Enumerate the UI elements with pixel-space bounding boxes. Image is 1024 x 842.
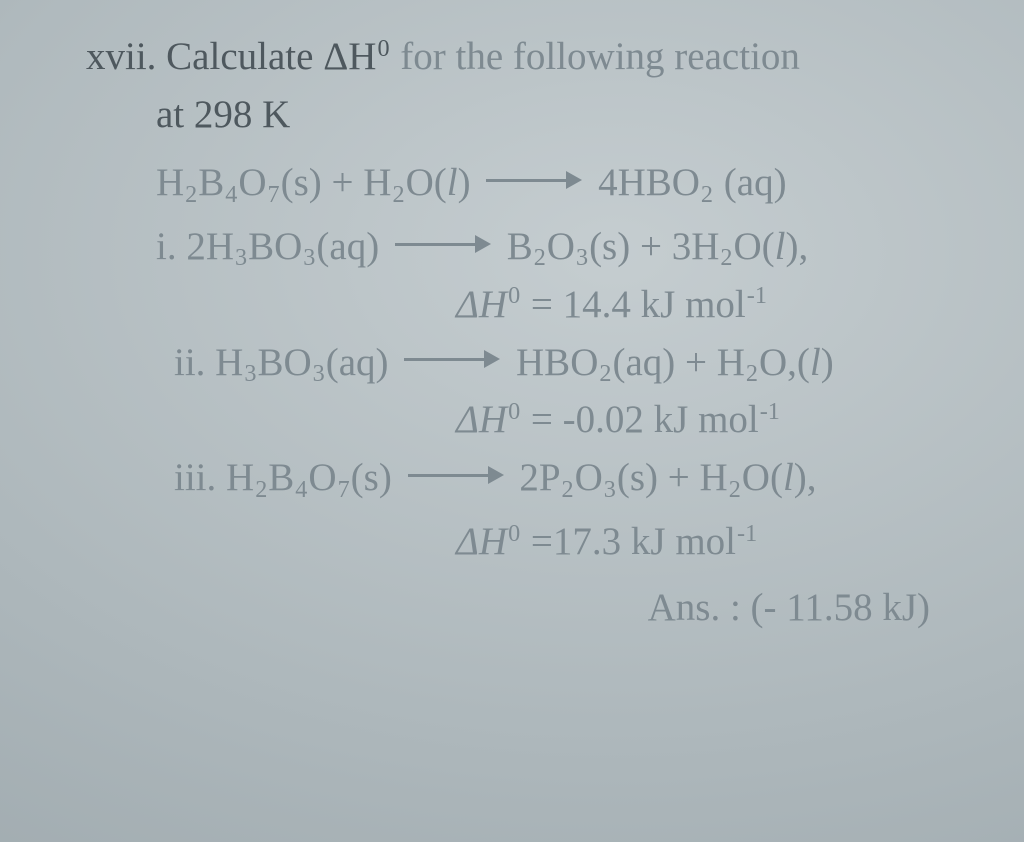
condition-text: at 298 K (156, 93, 290, 136)
answer-value: (- 11.58 kJ) (751, 586, 930, 629)
subscript: 2 (391, 181, 405, 208)
product-1: HBO2 (aq) (618, 161, 787, 204)
state-label: (aq) (714, 161, 787, 204)
subscript: 4 (224, 181, 238, 208)
lhs: 2H3BO3(aq) (186, 225, 379, 268)
lhs: H2B4O7(s) (226, 456, 392, 499)
formula-text: H (156, 161, 184, 204)
state-label: (s) (281, 161, 322, 204)
delta-h-symbol: ΔH0 (456, 398, 521, 441)
delta-h-sup: 0 (376, 35, 390, 62)
answer-label: Ans. : (648, 586, 751, 629)
item-number: i. (156, 225, 177, 268)
given-enthalpy-1: ΔH0 = 14.4 kJ mol-1 (86, 280, 984, 330)
delta-h-base: ΔH (456, 398, 507, 441)
answer-line: Ans. : (- 11.58 kJ) (86, 583, 984, 633)
lhs: H3BO3(aq) (215, 341, 388, 384)
formula-text: O (238, 161, 266, 204)
question-prompt-line-1: xvii. Calculate ΔH0 for the following re… (86, 32, 984, 82)
enthalpy-value: 17.3 kJ mol (553, 520, 736, 563)
state-label: l (447, 161, 458, 204)
formula-text: B (198, 161, 224, 204)
subscript: 2 (700, 181, 714, 208)
state-label: l (775, 225, 786, 268)
formula-text: HBO (618, 161, 700, 204)
delta-h-sup: 0 (507, 398, 521, 425)
subscript: 7 (267, 181, 281, 208)
delta-h-sup: 0 (507, 520, 521, 547)
reaction-arrow-icon (486, 162, 582, 197)
given-reaction-3: iii. H2B4O7(s) 2P2O3(s) + H2O(l), (86, 453, 984, 503)
delta-h-symbol: ΔH0 (323, 35, 390, 78)
prompt-prefix: Calculate (166, 35, 323, 78)
given-enthalpy-3: ΔH0 =17.3 kJ mol-1 (86, 517, 984, 567)
formula-text: H (363, 161, 391, 204)
unit-sup: -1 (746, 282, 768, 309)
reactant-2: H2O(l) (363, 161, 480, 204)
product-coeff: 4 (598, 161, 618, 204)
reaction-arrow-icon (408, 458, 504, 493)
state-label: l (783, 456, 794, 499)
reactant-1: H2B4O7(s) (156, 161, 332, 204)
question-prompt-line-2: at 298 K (86, 90, 984, 140)
equals: = (521, 398, 563, 441)
equals: = (521, 520, 553, 563)
reaction-arrow-icon (404, 342, 500, 377)
given-enthalpy-2: ΔH0 = -0.02 kJ mol-1 (86, 395, 984, 445)
rhs: 2P2O3(s) + H2O(l), (519, 456, 816, 499)
unit-sup: -1 (736, 520, 758, 547)
delta-h-sup: 0 (507, 282, 521, 309)
delta-h-symbol: ΔH0 (456, 520, 521, 563)
enthalpy-value: -0.02 kJ mol (563, 398, 759, 441)
plus-sign: + (332, 161, 364, 204)
item-number: ii. (174, 341, 205, 384)
delta-h-base: ΔH (456, 520, 507, 563)
delta-h-base: ΔH (323, 35, 376, 78)
rhs: B2O3(s) + 3H2O(l), (507, 225, 809, 268)
delta-h-base: ΔH (456, 283, 507, 326)
page-scan: xvii. Calculate ΔH0 for the following re… (0, 0, 1024, 842)
equals: = (521, 283, 563, 326)
item-number: iii. (174, 456, 216, 499)
formula-text: O (406, 161, 434, 204)
state-label: l (810, 341, 821, 384)
subscript: 2 (184, 181, 198, 208)
enthalpy-value: 14.4 kJ mol (563, 283, 746, 326)
given-reaction-1: i. 2H3BO3(aq) B2O3(s) + 3H2O(l), (86, 222, 984, 272)
given-reaction-2: ii. H3BO3(aq) HBO2(aq) + H2O,(l) (86, 338, 984, 388)
delta-h-symbol: ΔH0 (456, 283, 521, 326)
reaction-arrow-icon (395, 226, 491, 261)
prompt-suffix: for the following reaction (391, 35, 800, 78)
unit-sup: -1 (759, 398, 781, 425)
question-number: xvii. (86, 35, 156, 78)
rhs: HBO2(aq) + H2O,(l) (516, 341, 834, 384)
target-reaction: H2B4O7(s) + H2O(l) 4HBO2 (aq) (86, 158, 984, 208)
